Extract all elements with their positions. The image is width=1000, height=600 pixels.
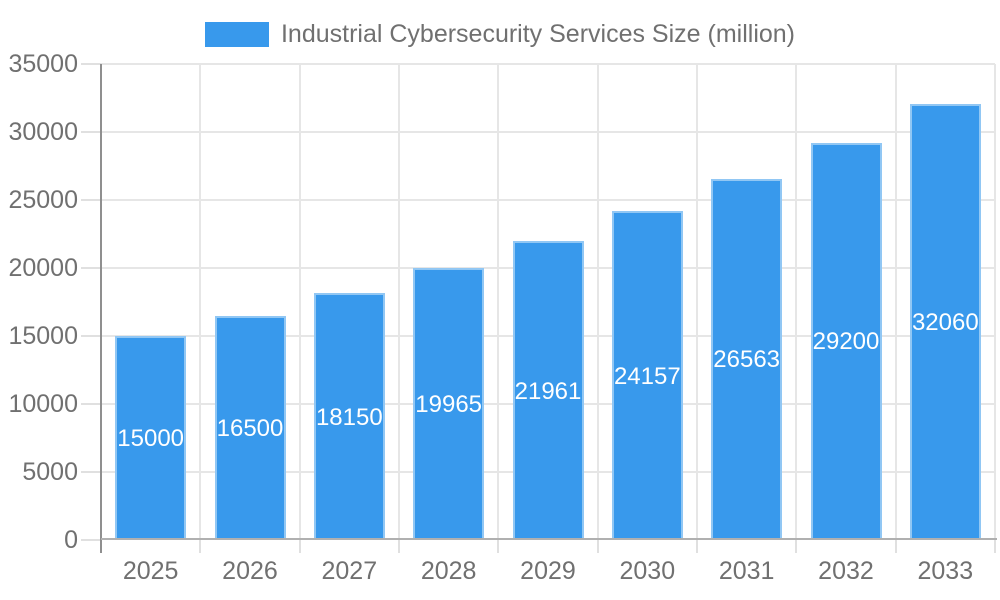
gridline-vertical	[199, 64, 202, 540]
y-axis-label: 10000	[8, 390, 78, 418]
bar-2025[interactable]: 15000	[115, 336, 187, 540]
bar-value-label: 15000	[117, 425, 185, 452]
x-axis-label: 2031	[718, 557, 775, 585]
gridline-horizontal	[101, 63, 995, 65]
y-tick-mark	[81, 471, 101, 473]
plot-area: 15000 16500 18150 19965 21961 24157 26563 29200…	[101, 63, 996, 540]
x-axis-label: 2028	[420, 557, 477, 585]
gridline-vertical	[497, 64, 500, 540]
bar-2027[interactable]: 18150	[313, 293, 385, 540]
gridline-vertical	[795, 64, 798, 540]
bar-value-label: 24157	[613, 362, 681, 390]
y-axis-line	[100, 64, 102, 553]
bar-2032[interactable]: 29200	[810, 142, 882, 540]
x-axis-label: 2025	[122, 557, 179, 585]
bar-2029[interactable]: 21961	[512, 241, 584, 540]
legend-swatch-icon	[204, 21, 269, 47]
bar-2031[interactable]: 26563	[711, 178, 783, 540]
bar-value-label: 32060	[911, 308, 979, 336]
y-axis-label: 35000	[8, 50, 78, 78]
y-axis-label: 30000	[8, 118, 78, 146]
bar-value-label: 26563	[713, 346, 781, 374]
x-axis-label: 2033	[917, 557, 974, 585]
bar-2026[interactable]: 16500	[214, 315, 286, 540]
y-tick-mark	[81, 199, 101, 201]
bar-2033[interactable]: 32060	[909, 103, 981, 540]
y-tick-mark	[81, 539, 101, 541]
y-axis-label: 25000	[8, 186, 78, 214]
legend-label: Industrial Cybersecurity Services Size (…	[280, 19, 796, 48]
x-tick-mark	[994, 540, 996, 553]
y-tick-mark	[81, 403, 101, 405]
x-tick-mark	[596, 540, 599, 553]
y-tick-mark	[81, 63, 101, 65]
x-axis-label: 2026	[222, 557, 278, 585]
gridline-vertical	[894, 64, 897, 540]
x-axis-label: 2029	[520, 557, 576, 585]
x-tick-mark	[298, 540, 301, 553]
x-tick-mark	[199, 540, 202, 553]
x-tick-mark	[497, 540, 500, 553]
bar-value-label: 21961	[514, 377, 582, 405]
gridline-vertical	[398, 64, 400, 540]
y-axis-label: 0	[64, 526, 78, 554]
gridline-vertical	[994, 64, 996, 540]
gridline-vertical	[298, 64, 301, 540]
bar-2030[interactable]: 24157	[611, 211, 683, 540]
y-axis-label: 5000	[22, 458, 78, 486]
y-axis-label: 15000	[8, 322, 78, 350]
bar-2028[interactable]: 19965	[413, 268, 485, 540]
x-axis-label: 2030	[619, 557, 676, 585]
x-tick-mark	[398, 540, 400, 553]
y-tick-mark	[81, 267, 101, 269]
y-axis-label: 20000	[8, 254, 78, 282]
gridline-horizontal	[101, 131, 995, 133]
y-tick-mark	[81, 131, 101, 133]
legend-item[interactable]: Industrial Cybersecurity Services Size (…	[0, 16, 1000, 52]
x-tick-mark	[696, 540, 698, 553]
x-axis-line	[101, 538, 997, 540]
x-axis-label: 2032	[818, 557, 874, 585]
bar-value-label: 29200	[812, 328, 880, 356]
y-tick-mark	[81, 335, 101, 337]
gridline-vertical	[596, 64, 599, 540]
gridline-vertical	[696, 64, 698, 540]
x-axis-label: 2027	[321, 557, 378, 585]
x-tick-mark	[894, 540, 897, 553]
gridline-horizontal	[101, 199, 995, 201]
x-tick-mark	[795, 540, 798, 553]
bar-value-label: 19965	[415, 391, 483, 419]
bar-value-label: 16500	[216, 414, 284, 442]
bar-value-label: 18150	[315, 403, 383, 431]
